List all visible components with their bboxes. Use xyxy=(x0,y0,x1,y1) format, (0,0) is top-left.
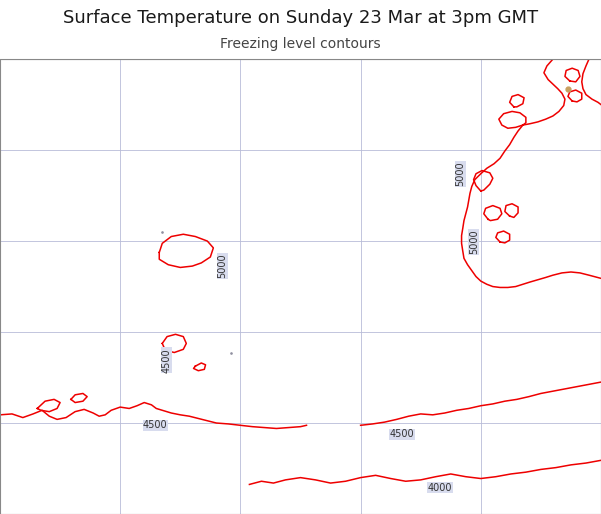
Text: 4500: 4500 xyxy=(389,429,414,439)
Text: Surface Temperature on Sunday 23 Mar at 3pm GMT: Surface Temperature on Sunday 23 Mar at … xyxy=(63,9,538,27)
Text: 4500: 4500 xyxy=(143,420,168,430)
Text: 5000: 5000 xyxy=(218,254,228,279)
Text: 4500: 4500 xyxy=(161,348,171,373)
Text: Freezing level contours: Freezing level contours xyxy=(220,38,381,51)
Text: 4000: 4000 xyxy=(428,483,453,492)
Text: 5000: 5000 xyxy=(456,161,466,186)
Text: 5000: 5000 xyxy=(469,230,479,254)
